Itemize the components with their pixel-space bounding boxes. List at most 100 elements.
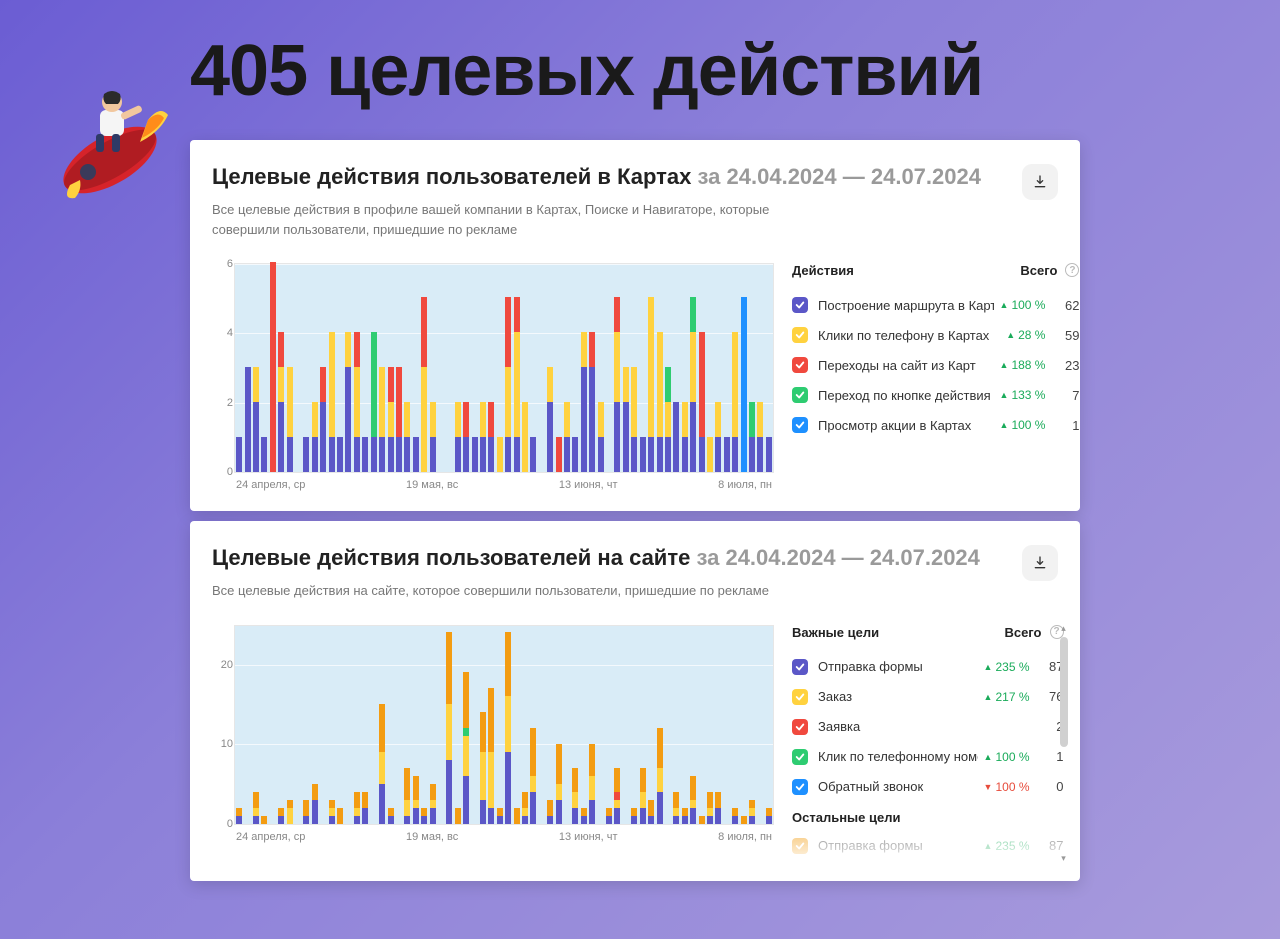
card2-period: за 24.04.2024 — 24.07.2024 xyxy=(696,545,979,570)
bar-segment xyxy=(404,437,410,472)
bar-column xyxy=(428,784,436,824)
legend-checkbox[interactable] xyxy=(792,779,808,795)
bar-segment xyxy=(732,816,738,824)
legend-checkbox[interactable] xyxy=(792,749,808,765)
bar-segment xyxy=(640,792,646,808)
legend-checkbox[interactable] xyxy=(792,659,808,675)
bar-segment xyxy=(530,728,536,776)
legend-row[interactable]: Клик по телефонному номер▲100 %1 xyxy=(792,742,1064,772)
bar-column xyxy=(681,808,689,824)
bar-column xyxy=(529,437,537,472)
bar-segment xyxy=(480,752,486,800)
bar-segment xyxy=(312,437,318,472)
bar-segment xyxy=(556,784,562,800)
legend-row[interactable]: Переход по кнопке действия из▲133 %7 xyxy=(792,380,1079,410)
bar-segment xyxy=(690,808,696,824)
bar-segment xyxy=(522,792,528,808)
bar-column xyxy=(748,402,756,472)
download-button[interactable] xyxy=(1022,545,1058,581)
legend-row[interactable]: Просмотр акции в Картах▲100 %1 xyxy=(792,410,1079,440)
bar-segment xyxy=(766,808,772,816)
legend-row[interactable]: Построение маршрута в Карта▲100 %62 xyxy=(792,290,1079,320)
legend-row[interactable]: Отправка формы▲235 %87 xyxy=(792,652,1064,682)
bar-column xyxy=(487,402,495,472)
legend-checkbox[interactable] xyxy=(792,297,808,313)
scroll-thumb[interactable] xyxy=(1060,637,1068,747)
bar-segment xyxy=(236,808,242,816)
card2-title-prefix: Целевые действия пользователей на сайте xyxy=(212,545,690,570)
bar-segment xyxy=(581,332,587,367)
bar-segment xyxy=(463,736,469,776)
bar-segment xyxy=(497,808,503,816)
legend-row[interactable]: Переходы на сайт из Карт▲188 %23 xyxy=(792,350,1079,380)
legend-total: 23 xyxy=(1051,358,1079,373)
bar-segment xyxy=(757,402,763,437)
legend-delta: ▲133 % xyxy=(1000,388,1046,402)
bar-segment xyxy=(388,437,394,472)
bar-column xyxy=(454,808,462,824)
legend-checkbox[interactable] xyxy=(792,417,808,433)
bar-segment xyxy=(547,800,553,816)
bar-segment xyxy=(413,437,419,472)
y-tick: 4 xyxy=(227,327,233,339)
bar-segment xyxy=(514,808,520,824)
bar-segment xyxy=(287,437,293,472)
bar-segment xyxy=(556,744,562,784)
bar-segment xyxy=(572,437,578,472)
card-site-actions: Целевые действия пользователей на сайте … xyxy=(190,521,1080,881)
legend-row[interactable]: Заказ▲217 %76 xyxy=(792,682,1064,712)
bar-segment xyxy=(329,800,335,808)
bar-segment xyxy=(480,402,486,437)
bar-column xyxy=(639,437,647,472)
bar-column xyxy=(353,332,361,472)
legend-row[interactable]: Обратный звонок▼100 %0 xyxy=(792,772,1064,802)
bar-column xyxy=(672,402,680,472)
bar-segment xyxy=(329,816,335,824)
bar-column xyxy=(588,332,596,472)
download-button[interactable] xyxy=(1022,164,1058,200)
bar-segment xyxy=(564,437,570,472)
bar-column xyxy=(554,744,562,824)
bar-segment xyxy=(690,800,696,808)
bar-segment xyxy=(388,402,394,437)
chart2-plot: 01020 xyxy=(234,625,774,825)
y-tick: 0 xyxy=(227,818,233,830)
bar-column xyxy=(462,402,470,472)
legend-row[interactable]: Отправка формы▲235 %87 xyxy=(792,831,1064,861)
bar-column xyxy=(344,332,352,472)
card1-subtitle: Все целевые действия в профиле вашей ком… xyxy=(212,200,832,239)
bar-segment xyxy=(430,784,436,800)
bar-segment xyxy=(530,792,536,824)
bar-column xyxy=(630,367,638,472)
bar-column xyxy=(361,437,369,472)
legend-checkbox[interactable] xyxy=(792,387,808,403)
bar-segment xyxy=(463,672,469,728)
bar-segment xyxy=(749,816,755,824)
bar-column xyxy=(370,332,378,472)
legend-scrollbar[interactable]: ▴ ▾ xyxy=(1060,625,1068,861)
legend-row[interactable]: Заявка2 xyxy=(792,712,1064,742)
bar-segment xyxy=(598,437,604,472)
bar-segment xyxy=(379,367,385,437)
legend-row[interactable]: Клики по телефону в Картах▲28 %59 xyxy=(792,320,1079,350)
scroll-up-icon[interactable]: ▴ xyxy=(1059,623,1069,633)
bar-column xyxy=(697,816,705,824)
bar-column xyxy=(672,792,680,824)
legend1-total-label: Всего xyxy=(1020,263,1057,278)
chart2-area: 01020 24 апреля, ср19 мая, вс13 июня, чт… xyxy=(212,625,774,861)
legend-checkbox[interactable] xyxy=(792,838,808,854)
bar-column xyxy=(588,744,596,824)
bar-segment xyxy=(488,437,494,472)
bar-segment xyxy=(388,367,394,402)
legend-checkbox[interactable] xyxy=(792,689,808,705)
bar-column xyxy=(504,297,512,472)
legend-checkbox[interactable] xyxy=(792,719,808,735)
legend-checkbox[interactable] xyxy=(792,327,808,343)
info-icon[interactable]: ? xyxy=(1065,263,1079,277)
scroll-down-icon[interactable]: ▾ xyxy=(1059,853,1069,863)
y-axis: 01020 xyxy=(213,626,233,824)
legend-checkbox[interactable] xyxy=(792,357,808,373)
bar-segment xyxy=(463,728,469,736)
bar-column xyxy=(302,437,310,472)
bar-segment xyxy=(732,437,738,472)
